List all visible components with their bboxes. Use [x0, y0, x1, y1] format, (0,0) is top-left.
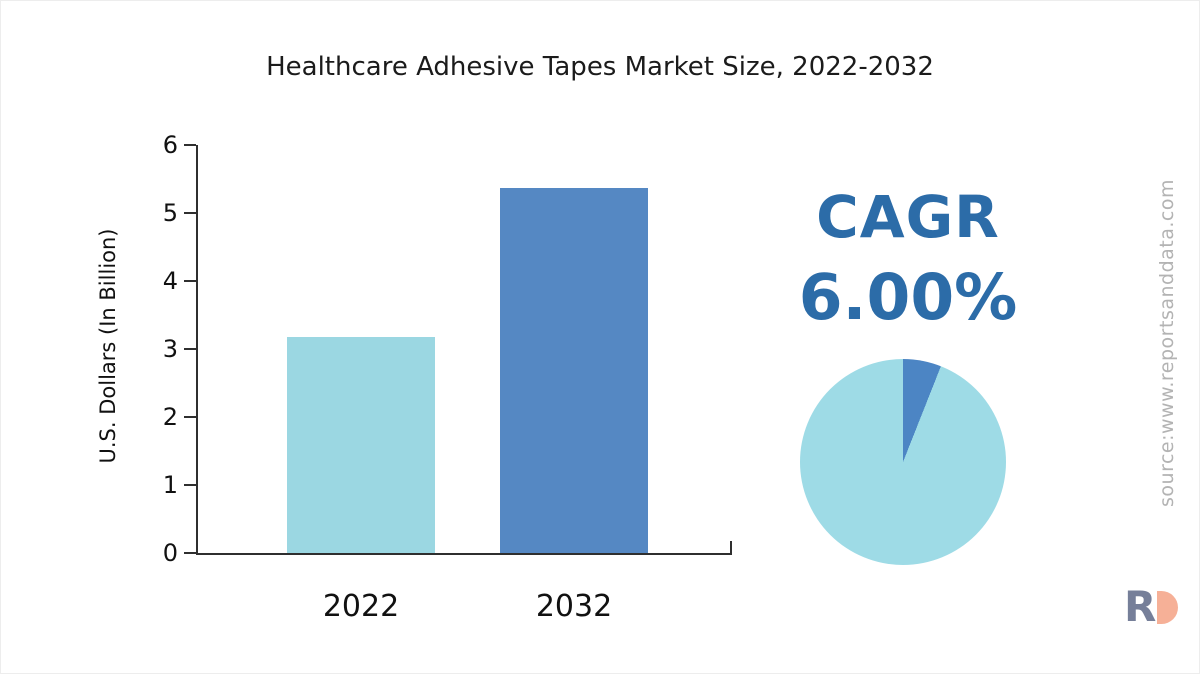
brand-logo: R — [1124, 582, 1179, 631]
y-tick — [184, 484, 196, 486]
y-tick-label: 2 — [162, 403, 178, 431]
y-tick-label: 5 — [162, 199, 178, 227]
logo-d-icon — [1157, 590, 1179, 624]
logo-letter-r: R — [1124, 582, 1157, 631]
cagr-label: CAGR — [816, 183, 1000, 251]
x-category-label: 2032 — [535, 589, 613, 624]
y-tick — [184, 280, 196, 282]
y-tick — [184, 144, 196, 146]
source-attribution: source:www.reportsanddata.com — [1156, 179, 1178, 507]
cagr-annotation: CAGR 6.00% — [799, 187, 1018, 331]
y-axis-label: U.S. Dollars (In Billion) — [96, 228, 120, 464]
x-axis-end-tick — [730, 541, 732, 553]
y-tick — [184, 212, 196, 214]
y-tick-label: 6 — [162, 131, 178, 159]
bar-plot: 0 1 2 3 4 5 6 2022 2032 — [163, 131, 732, 624]
pie-chart — [800, 359, 1006, 565]
y-tick-label: 1 — [162, 471, 178, 499]
y-tick — [184, 348, 196, 350]
bar-2022 — [287, 336, 435, 553]
y-tick-label: 3 — [162, 335, 178, 363]
y-tick-label: 4 — [162, 267, 178, 295]
y-tick — [184, 416, 196, 418]
y-tick-label: 0 — [162, 539, 178, 567]
cagr-value: 6.00% — [798, 261, 1018, 334]
x-category-label: 2022 — [322, 589, 400, 624]
bar-2032 — [500, 187, 648, 553]
chart-title: Healthcare Adhesive Tapes Market Size, 2… — [266, 52, 934, 82]
y-tick — [184, 552, 196, 554]
